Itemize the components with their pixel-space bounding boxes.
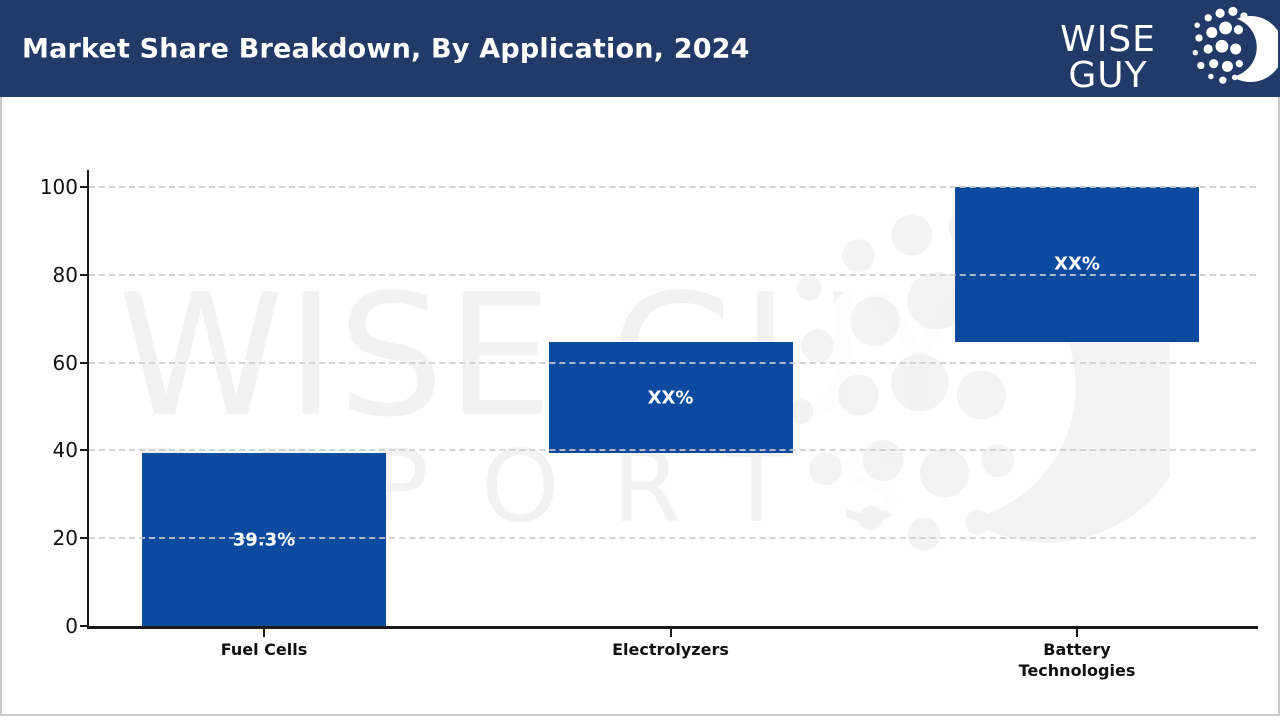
y-gridline [89,186,1256,188]
y-gridline [89,449,1256,452]
bar-value-label: XX% [1054,253,1100,275]
waterfall-bar [548,341,793,454]
x-axis-line [87,626,1258,629]
bar-value-label: 39.3% [232,529,296,551]
y-tick-label: 40 [52,438,78,463]
y-tick-label: 0 [65,614,78,638]
bar-value-label: XX% [647,387,694,409]
y-tick-mark [80,361,89,364]
y-tick-mark [80,186,89,188]
y-tick-label: 100 [39,175,78,199]
header-bar: Market Share Breakdown, By Application, … [0,0,1280,113]
wiseguy-logo: WISE GUY REPORTS [1022,0,1278,113]
y-gridline [89,361,1256,364]
page-title: Market Share Breakdown, By Application, … [22,33,750,64]
x-tick-mark [263,628,265,637]
y-tick-label: 60 [52,350,78,375]
x-category-label: Battery Technologies [1018,640,1136,680]
y-axis-line [87,170,89,628]
x-category-label: Fuel Cells [220,640,308,659]
x-tick-mark [669,628,672,637]
y-gridline [89,537,1256,540]
y-tick-mark [80,537,89,540]
y-tick-mark [80,625,89,627]
waterfall-bar [955,187,1199,342]
x-category-label: Electrolyzers [612,640,729,659]
wiseguy-head-icon [1192,6,1278,84]
waterfall-bar [142,453,386,626]
x-tick-mark [1076,628,1078,637]
logo-wordmark: WISE GUY [1060,19,1156,96]
y-gridline [89,273,1256,276]
y-tick-mark [80,273,89,276]
y-tick-label: 20 [52,526,78,551]
y-tick-label: 80 [52,262,78,287]
y-tick-mark [80,449,89,452]
